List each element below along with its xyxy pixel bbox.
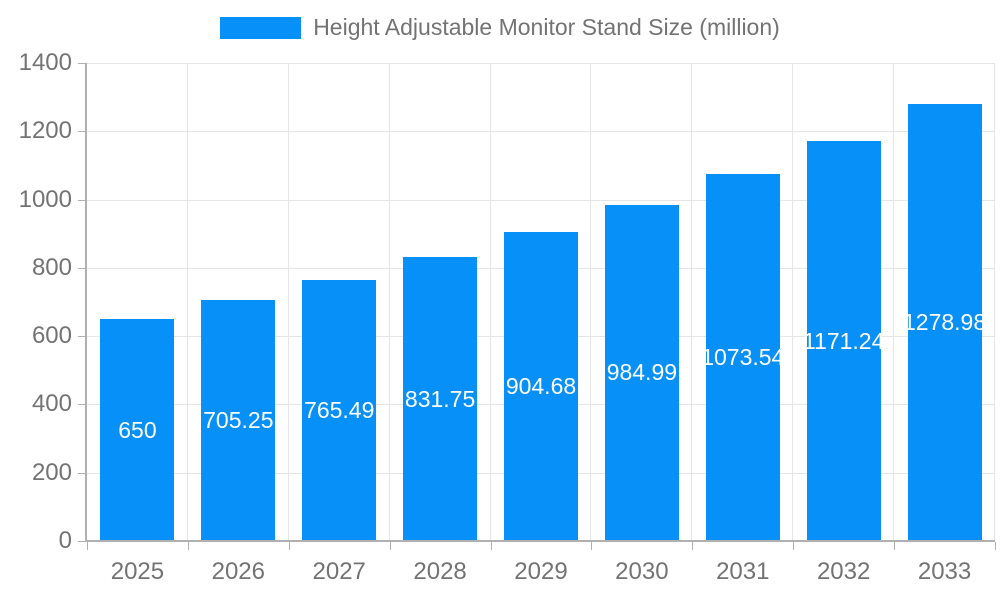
bar-2026: 705.25 xyxy=(201,300,276,541)
y-axis-tick-label: 600 xyxy=(31,322,72,350)
x-axis-tick-label: 2029 xyxy=(514,558,568,585)
x-axis-tick-mark xyxy=(591,542,593,550)
bar-2032: 1171.24 xyxy=(803,141,884,541)
y-axis-tick-mark xyxy=(78,404,87,406)
x-axis-tick-label: 2026 xyxy=(211,558,265,585)
x-axis-tick-mark xyxy=(187,542,189,550)
bar-value-label: 831.75 xyxy=(404,385,476,412)
vertical-gridline xyxy=(186,63,188,541)
bar-value-label: 1073.54 xyxy=(701,344,785,371)
vertical-gridline xyxy=(388,63,390,541)
y-axis-tick-mark xyxy=(78,199,87,201)
horizontal-gridline xyxy=(87,131,995,133)
legend-swatch-icon xyxy=(220,16,302,39)
legend-label: Height Adjustable Monitor Stand Size (mi… xyxy=(313,14,780,40)
y-axis-tick-label: 800 xyxy=(31,253,72,281)
y-axis-tick-mark xyxy=(78,63,87,64)
legend-item[interactable]: Height Adjustable Monitor Stand Size (mi… xyxy=(220,14,780,41)
y-axis-tick-mark xyxy=(78,336,87,338)
x-axis-tick-mark xyxy=(894,542,896,550)
bar-value-label: 984.99 xyxy=(606,359,678,386)
x-axis-tick-mark xyxy=(692,542,694,550)
y-axis-tick-mark xyxy=(78,541,87,542)
y-axis-tick-label: 400 xyxy=(31,390,72,418)
bar-2028: 831.75 xyxy=(403,257,478,541)
x-axis-tick-label: 2025 xyxy=(110,558,165,585)
x-axis-tick-mark xyxy=(87,542,88,550)
x-axis-tick-label: 2032 xyxy=(816,558,871,585)
legend: Height Adjustable Monitor Stand Size (mi… xyxy=(0,14,1000,41)
y-axis-tick-mark xyxy=(78,131,87,133)
x-axis-tick-label: 2033 xyxy=(917,558,972,585)
x-axis-tick-mark xyxy=(793,542,795,550)
bar-2030: 984.99 xyxy=(604,204,679,541)
y-axis-tick-label: 0 xyxy=(58,527,72,554)
x-axis-tick-label: 2031 xyxy=(716,558,770,585)
bar-2031: 1073.54 xyxy=(701,174,784,541)
vertical-gridline xyxy=(994,63,995,541)
x-axis-tick-label: 2030 xyxy=(615,558,669,585)
x-axis-tick-label: 2028 xyxy=(413,558,467,585)
y-axis-line xyxy=(85,63,87,541)
bar-value-label: 765.49 xyxy=(304,396,375,423)
vertical-gridline xyxy=(893,63,895,541)
bar-value-label: 650 xyxy=(118,416,157,443)
bar-value-label: 1278.98 xyxy=(902,309,987,336)
vertical-gridline xyxy=(287,63,289,541)
y-axis-tick-label: 1000 xyxy=(18,185,72,213)
bar-value-label: 705.25 xyxy=(203,407,274,434)
vertical-gridline xyxy=(489,63,491,541)
x-axis-tick-mark xyxy=(389,542,391,550)
y-axis-tick-mark xyxy=(78,472,87,474)
bar-value-label: 904.68 xyxy=(505,373,577,400)
x-axis-tick-mark xyxy=(995,542,996,550)
x-axis-tick-mark xyxy=(288,542,290,550)
vertical-gridline xyxy=(590,63,592,541)
bar-2025: 650 xyxy=(100,319,175,541)
y-axis-tick-mark xyxy=(78,267,87,269)
vertical-gridline xyxy=(792,63,794,541)
x-axis-tick-label: 2027 xyxy=(312,558,366,585)
bar-2029: 904.68 xyxy=(504,232,578,541)
x-axis-tick-mark xyxy=(490,542,492,550)
bar-value-label: 1171.24 xyxy=(802,327,885,354)
horizontal-gridline xyxy=(87,199,995,201)
vertical-gridline xyxy=(691,63,693,541)
x-axis-line xyxy=(85,540,995,542)
plot-area: 650 705.25 765.49 831.75 904.68 984.99 1073.54… xyxy=(87,63,995,541)
y-axis-tick-label: 200 xyxy=(31,458,72,486)
y-axis-tick-label: 1200 xyxy=(18,117,72,145)
y-axis-tick-label: 1400 xyxy=(18,49,72,76)
bar-2027: 765.49 xyxy=(302,279,377,541)
bar-2033: 1278.98 xyxy=(903,104,986,541)
horizontal-gridline xyxy=(87,63,995,64)
